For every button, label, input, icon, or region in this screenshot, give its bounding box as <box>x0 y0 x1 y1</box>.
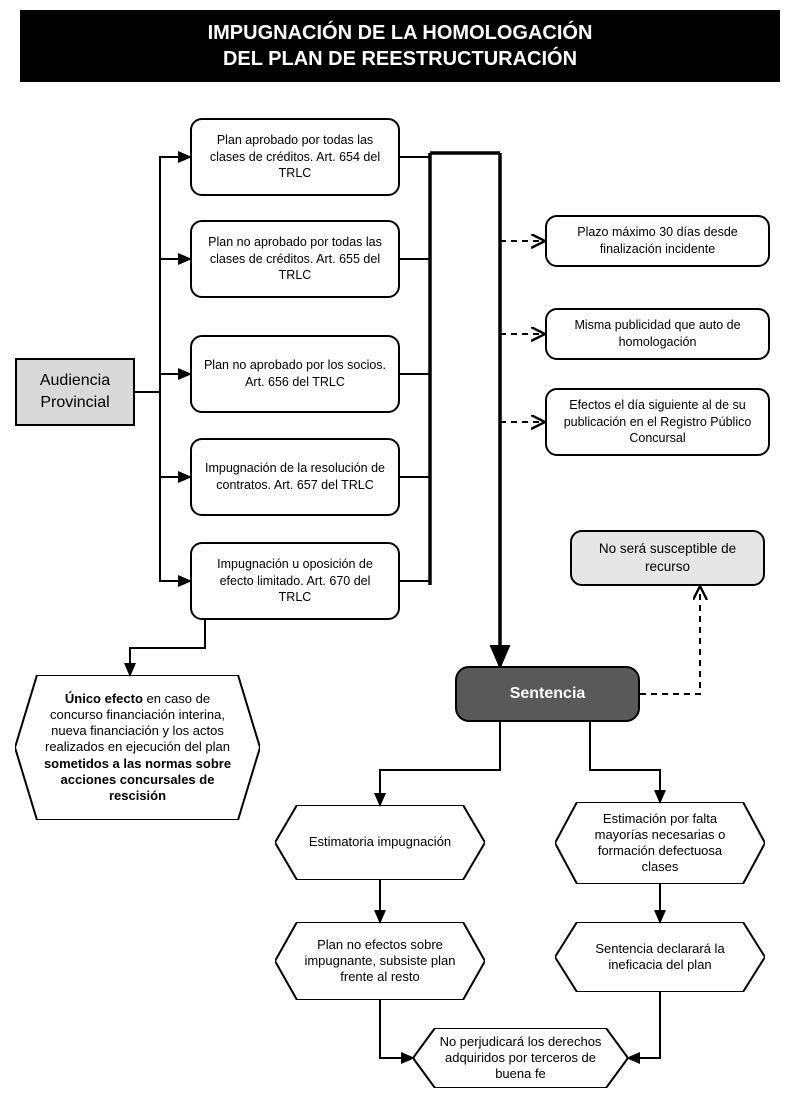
node-n655: Plan no aprobado por todas las clases de… <box>190 220 400 298</box>
node-sentencia: Sentencia <box>455 666 640 722</box>
title-text: IMPUGNACIÓN DE LA HOMOLOGACIÓNDEL PLAN D… <box>208 22 593 70</box>
node-n657: Impugnación de la resolución de contrato… <box>190 438 400 516</box>
node-estimatoria: Estimatoria impugnación <box>275 805 485 880</box>
page-title: IMPUGNACIÓN DE LA HOMOLOGACIÓNDEL PLAN D… <box>20 10 780 82</box>
node-recurso: No será susceptible de recurso <box>570 530 765 586</box>
node-ineficacia: Sentencia declarará la ineficacia del pl… <box>555 922 765 992</box>
node-rescision: Único efecto en caso de concurso financi… <box>15 675 260 820</box>
node-n654: Plan aprobado por todas las clases de cr… <box>190 118 400 196</box>
node-estimacion: Estimación por falta mayorías necesarias… <box>555 802 765 884</box>
node-noefectos: Plan no efectos sobre impugnante, subsis… <box>275 922 485 1000</box>
node-efectos: Efectos el día siguiente al de su public… <box>545 388 770 456</box>
node-publicidad: Misma publicidad que auto de homologació… <box>545 308 770 360</box>
node-audiencia: Audiencia Provincial <box>15 358 135 426</box>
node-terceros: No perjudicará los derechos adquiridos p… <box>413 1028 628 1088</box>
node-n670: Impugnación u oposición de efecto limita… <box>190 542 400 620</box>
node-plazo: Plazo máximo 30 días desde finalización … <box>545 215 770 267</box>
node-n656: Plan no aprobado por los socios. Art. 65… <box>190 335 400 413</box>
